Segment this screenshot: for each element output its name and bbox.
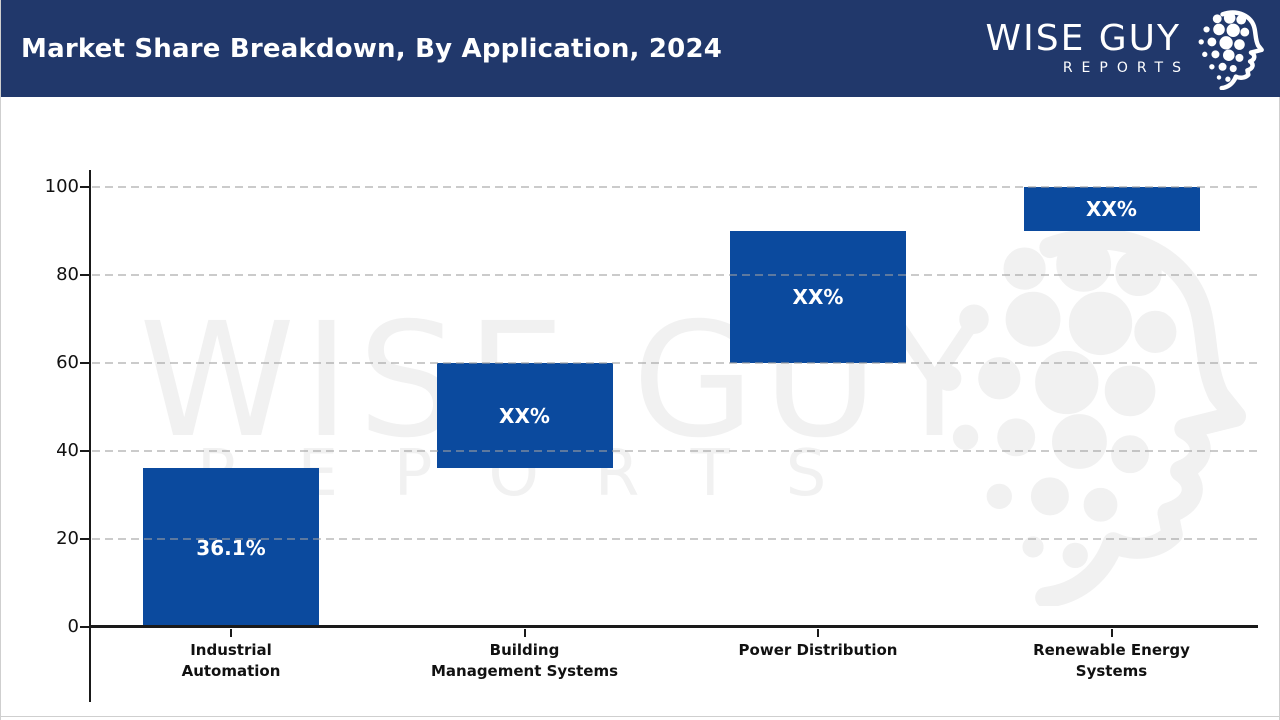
y-tick-label: 60	[56, 352, 79, 373]
x-tick-mark	[523, 629, 526, 637]
bar-power-distribution: XX%	[730, 231, 906, 363]
x-category-label-line: Automation	[181, 662, 281, 680]
y-tick-label: 40	[56, 440, 79, 461]
x-category-label-line: Building	[489, 641, 560, 659]
x-category-label: Power Distribution	[668, 640, 968, 661]
y-tick-label: 100	[44, 176, 79, 197]
gridline	[92, 362, 1257, 364]
bar-value-label: XX%	[1086, 197, 1137, 221]
x-category-label-line: Systems	[1075, 662, 1148, 680]
header-bar: Market Share Breakdown, By Application, …	[1, 0, 1280, 97]
bar-value-label: XX%	[792, 285, 844, 309]
bar-value-label: XX%	[499, 403, 550, 428]
gridline	[92, 450, 1257, 452]
x-category-label-line: Renewable Energy	[1033, 641, 1190, 659]
x-tick-mark	[817, 629, 819, 637]
x-category-label: Industrial Automation	[81, 640, 381, 682]
y-tick-mark	[80, 626, 89, 628]
logo-wordmark-line1: WISE GUY	[985, 18, 1181, 59]
x-category-label-line: Industrial	[190, 641, 272, 659]
x-category-label-line: Management Systems	[430, 662, 619, 680]
y-tick-mark	[80, 186, 89, 188]
gridline	[92, 538, 1257, 540]
x-axis-spine	[89, 625, 1258, 628]
x-category-label-line: Power Distribution	[738, 641, 898, 659]
y-tick-label: 0	[67, 616, 79, 637]
y-tick-mark	[80, 274, 89, 276]
wise-guy-reports-logo: WISE GUY REPORTS	[986, 8, 1280, 90]
gridline	[92, 186, 1257, 188]
bar-industrial-automation: 36.1%	[143, 468, 319, 627]
logo-wordmark: WISE GUY REPORTS	[985, 18, 1182, 77]
dotted-head-logo-icon	[1187, 8, 1267, 90]
y-tick-mark	[80, 450, 89, 452]
logo-wordmark-line2: REPORTS	[1062, 60, 1190, 76]
y-tick-label: 80	[56, 264, 79, 285]
gridline	[92, 274, 1257, 276]
y-tick-mark	[80, 362, 89, 364]
bar-renewable-energy-systems: XX%	[1023, 187, 1200, 231]
x-category-label: Renewable Energy Systems	[962, 640, 1262, 682]
y-axis-spine	[89, 170, 91, 702]
chart-title: Market Share Breakdown, By Application, …	[21, 33, 723, 64]
y-tick-mark	[80, 538, 89, 540]
plot-area: 0 20 40 60 80 100 36.1% Industrial Automation XX%…	[1, 97, 1280, 716]
bar-building-management-systems: XX%	[436, 363, 613, 469]
x-tick-mark	[1110, 629, 1113, 637]
y-tick-label: 20	[56, 528, 79, 549]
page-bottom-border	[1, 716, 1280, 717]
x-tick-mark	[230, 629, 232, 637]
x-category-label: Building Management Systems	[375, 640, 675, 682]
